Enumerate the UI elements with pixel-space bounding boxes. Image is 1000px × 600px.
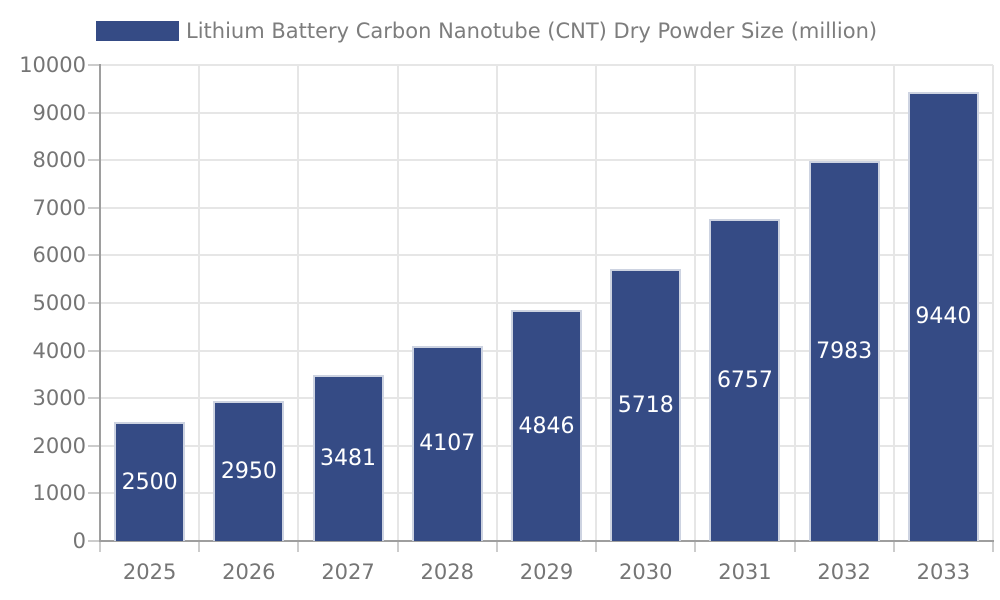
gridline-vertical <box>892 65 895 541</box>
x-axis-tick-label: 2027 <box>321 560 375 584</box>
gridline-vertical <box>992 65 994 541</box>
x-axis-tick-mark <box>297 541 300 552</box>
y-axis-tick-mark <box>88 444 100 447</box>
y-axis-tick-label: 4000 <box>32 338 86 363</box>
bar: 7983 <box>808 161 880 541</box>
bar: 3481 <box>312 375 384 541</box>
bar: 2950 <box>213 400 285 541</box>
bar-value-label: 2950 <box>220 458 277 484</box>
gridline-horizontal <box>100 302 993 304</box>
gridline-vertical <box>694 65 697 541</box>
bar: 4107 <box>411 345 483 541</box>
x-axis-tick-label: 2028 <box>420 560 474 584</box>
legend-label: Lithium Battery Carbon Nanotube (CNT) Dr… <box>186 19 878 43</box>
bar: 4846 <box>511 310 582 541</box>
bar: 2500 <box>114 422 186 541</box>
legend-swatch <box>96 21 179 41</box>
y-axis-tick-label: 5000 <box>32 291 86 315</box>
gridline-vertical <box>495 65 498 541</box>
bar-value-label: 5718 <box>617 392 674 418</box>
x-axis-tick-mark <box>694 541 697 552</box>
gridline-vertical <box>793 65 796 541</box>
x-axis-tick-mark <box>198 541 201 552</box>
x-axis-line <box>99 540 994 542</box>
gridline-horizontal <box>100 64 993 66</box>
x-axis-tick-mark <box>793 541 796 552</box>
x-axis-tick-mark <box>396 541 399 552</box>
y-axis-tick-mark <box>88 302 100 304</box>
bar-value-label: 9440 <box>915 304 972 330</box>
y-axis-tick-label: 7000 <box>32 195 86 220</box>
y-axis-tick-label: 0 <box>72 529 86 553</box>
y-axis-tick-label: 10000 <box>19 53 86 77</box>
x-axis-tick-label: 2030 <box>618 560 673 584</box>
bar-value-label: 7983 <box>816 338 873 364</box>
x-axis-tick-label: 2031 <box>718 560 772 584</box>
bar: 5718 <box>610 268 682 541</box>
y-axis-tick-mark <box>88 206 100 209</box>
gridline-vertical <box>595 65 598 541</box>
bar: 6757 <box>709 219 781 541</box>
y-axis-tick-label: 8000 <box>32 148 86 173</box>
gridline-vertical <box>297 65 300 541</box>
y-axis-tick-mark <box>88 397 100 400</box>
x-axis-tick-label: 2033 <box>916 560 971 584</box>
gridline-horizontal <box>100 254 993 257</box>
y-axis-tick-label: 3000 <box>32 386 86 411</box>
gridline-horizontal <box>100 159 993 162</box>
bar-value-label: 3481 <box>320 446 377 472</box>
y-axis-line <box>99 64 101 542</box>
y-axis-tick-label: 9000 <box>32 100 86 125</box>
x-axis-tick-mark <box>495 541 498 552</box>
y-axis-tick-mark <box>88 111 100 114</box>
y-axis-tick-mark <box>88 254 100 257</box>
y-axis-tick-mark <box>88 492 100 495</box>
y-axis-tick-label: 2000 <box>32 433 86 458</box>
bar-value-label: 4107 <box>419 431 476 457</box>
legend: Lithium Battery Carbon Nanotube (CNT) Dr… <box>96 19 878 43</box>
y-axis-tick-mark <box>88 64 100 66</box>
y-axis-tick-mark <box>88 349 100 352</box>
gridline-vertical <box>396 65 399 541</box>
x-axis-tick-mark <box>992 541 994 552</box>
x-axis-tick-label: 2029 <box>519 560 574 584</box>
bar-value-label: 6757 <box>716 368 773 394</box>
x-axis-tick-mark <box>595 541 598 552</box>
x-axis-tick-mark <box>99 541 101 552</box>
gridline-vertical <box>198 65 201 541</box>
bar-value-label: 2500 <box>121 469 178 495</box>
y-axis-tick-label: 6000 <box>32 243 86 268</box>
y-axis-tick-label: 1000 <box>32 481 86 506</box>
y-axis-tick-mark <box>88 159 100 162</box>
x-axis-tick-label: 2026 <box>222 560 276 584</box>
bar: 9440 <box>907 91 979 541</box>
x-axis-tick-mark <box>892 541 895 552</box>
y-axis-tick-mark <box>88 540 100 542</box>
x-axis-tick-label: 2025 <box>122 560 177 584</box>
bar-value-label: 4846 <box>518 413 575 439</box>
gridline-horizontal <box>100 111 993 114</box>
x-axis-tick-label: 2032 <box>817 560 871 584</box>
gridline-horizontal <box>100 206 993 209</box>
